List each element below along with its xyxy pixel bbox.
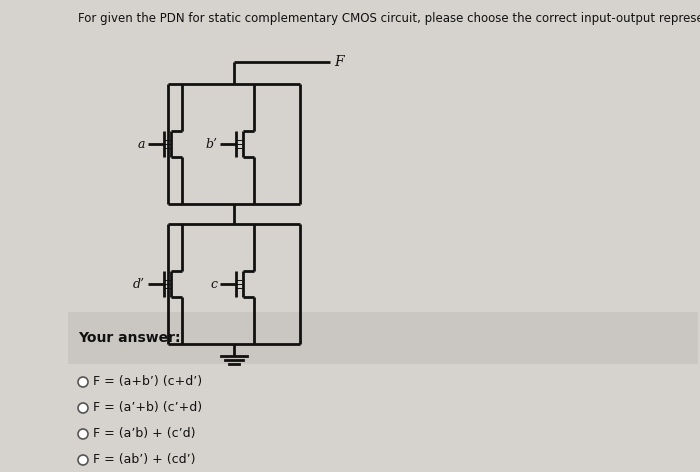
Circle shape — [78, 429, 88, 439]
Circle shape — [78, 403, 88, 413]
Bar — [68, 312, 698, 364]
Text: F = (a’b) + (c’d): F = (a’b) + (c’d) — [93, 428, 195, 440]
Text: c: c — [210, 278, 217, 290]
Text: d’: d’ — [133, 278, 145, 290]
Text: Your answer:: Your answer: — [78, 331, 181, 345]
Text: F = (a+b’) (c+d’): F = (a+b’) (c+d’) — [93, 376, 202, 388]
Text: F = (ab’) + (cd’): F = (ab’) + (cd’) — [93, 454, 195, 466]
Circle shape — [78, 377, 88, 387]
Circle shape — [78, 455, 88, 465]
Text: a: a — [137, 137, 145, 151]
Text: For given the PDN for static complementary CMOS circuit, please choose the corre: For given the PDN for static complementa… — [78, 12, 700, 25]
Text: F = (a’+b) (c’+d): F = (a’+b) (c’+d) — [93, 402, 202, 414]
Text: F: F — [334, 55, 344, 69]
Text: b’: b’ — [205, 137, 217, 151]
